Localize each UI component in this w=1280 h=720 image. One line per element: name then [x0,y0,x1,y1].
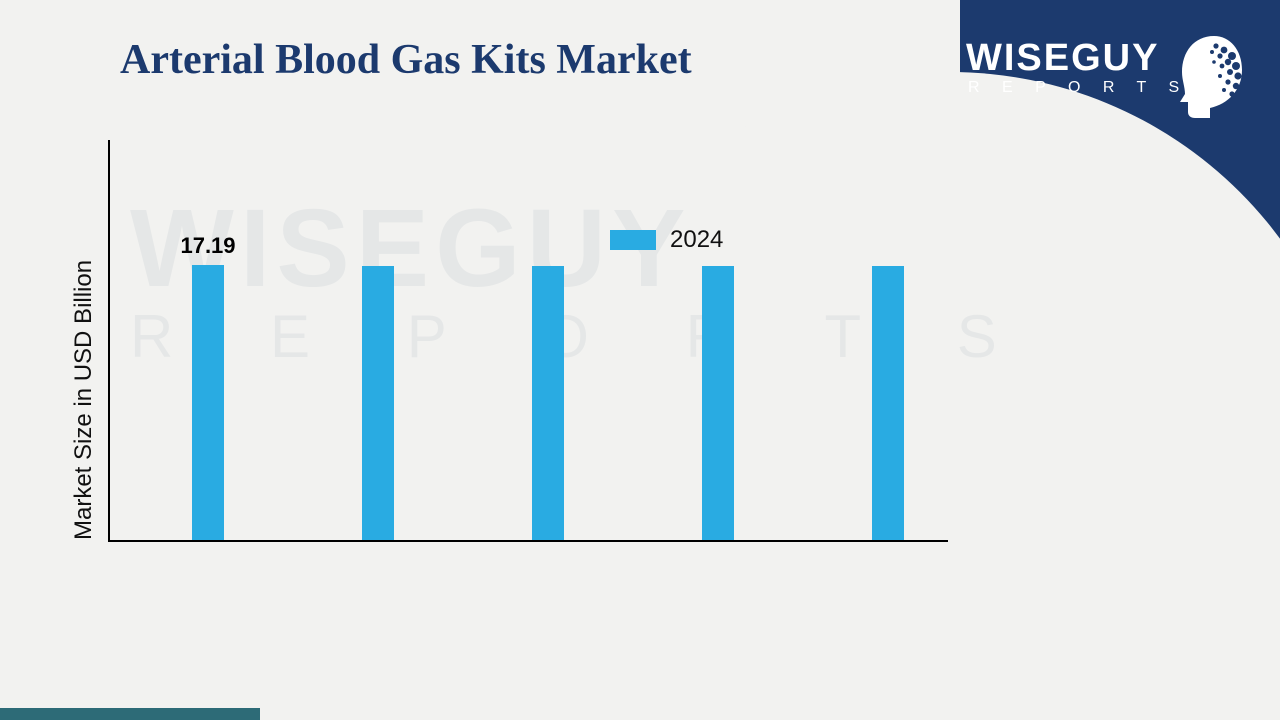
bar-2 [532,266,564,540]
logo-main-text: WISEGUY [966,37,1159,79]
bar-4 [872,266,904,540]
stage: WISEGUY R E P O R T S Arterial Blood Gas… [0,0,1280,720]
brand-logo: WISEGUY R E P O R T S [966,30,1256,120]
bar-3 [702,266,734,540]
bar-value-0: 17.19 [180,233,235,259]
logo-sub-text: R E P O R T S [968,79,1188,96]
bar-0 [192,265,224,540]
x-axis-line [108,540,948,542]
y-axis-label: Market Size in USD Billion [70,260,98,540]
brand-logo-svg: WISEGUY R E P O R T S [966,30,1256,120]
bottom-accent-strip [0,708,260,720]
plot-area: 17.19 NORTHAMERICA 17.1 EUROPE 17.1 SOUT… [108,140,948,540]
chart-title: Arterial Blood Gas Kits Market [120,36,692,84]
bar-1 [362,266,394,540]
